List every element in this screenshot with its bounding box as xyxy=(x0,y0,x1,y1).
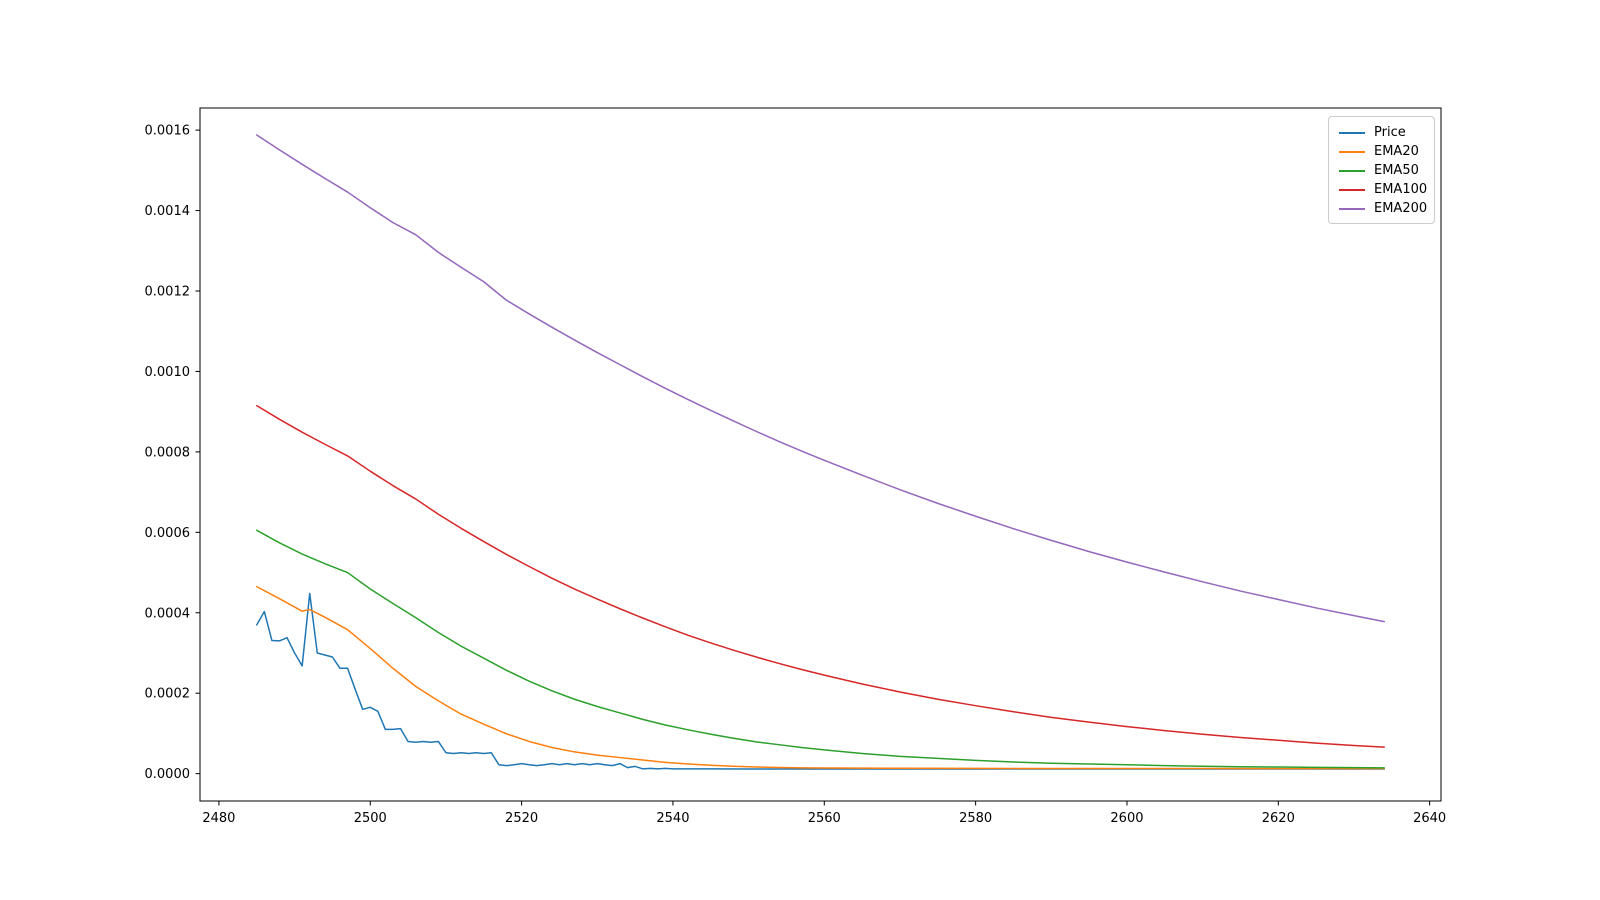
x-tick-label: 2600 xyxy=(1110,811,1143,826)
series-line-ema100 xyxy=(256,404,1385,748)
legend-item-ema100: EMA100 xyxy=(1339,180,1428,199)
legend-label: EMA100 xyxy=(1374,182,1428,197)
x-tick-label: 2540 xyxy=(656,811,689,826)
y-tick-label: 0.0016 xyxy=(145,124,191,139)
x-tick-label: 2480 xyxy=(202,811,235,826)
legend-line-swatch xyxy=(1339,169,1365,172)
x-tick-label: 2500 xyxy=(354,811,387,826)
y-tick-label: 0.0006 xyxy=(145,526,191,541)
x-tick-label: 2620 xyxy=(1262,811,1295,826)
y-tick-label: 0.0008 xyxy=(145,445,191,460)
y-tick-label: 0.0010 xyxy=(145,365,191,380)
legend-line-swatch xyxy=(1339,207,1365,210)
y-tick-label: 0.0014 xyxy=(145,204,191,219)
plot-area xyxy=(200,108,1441,801)
series-line-price xyxy=(256,592,1385,770)
legend-label: EMA20 xyxy=(1374,144,1419,159)
legend-line-swatch xyxy=(1339,188,1365,191)
axes-spines xyxy=(199,107,1442,802)
series-group xyxy=(256,134,1385,770)
legend-label: EMA50 xyxy=(1374,163,1419,178)
legend-item-price: Price xyxy=(1339,123,1424,142)
series-line-ema20 xyxy=(256,585,1385,770)
series-line-ema50 xyxy=(256,529,1385,769)
legend-item-ema200: EMA200 xyxy=(1339,199,1428,218)
y-tick-label: 0.0000 xyxy=(145,767,191,782)
x-tick-label: 2560 xyxy=(808,811,841,826)
y-tick-label: 0.0012 xyxy=(145,285,191,300)
y-tick-label: 0.0004 xyxy=(145,606,191,621)
legend-item-ema20: EMA20 xyxy=(1339,142,1424,161)
y-tick-label: 0.0002 xyxy=(145,687,191,702)
x-tick-label: 2640 xyxy=(1413,811,1446,826)
legend: Price EMA20 EMA50 EMA100 EMA200 xyxy=(1328,116,1435,224)
legend-line-swatch xyxy=(1339,150,1365,153)
legend-item-ema50: EMA50 xyxy=(1339,161,1424,180)
x-tick-label: 2520 xyxy=(505,811,538,826)
legend-label: Price xyxy=(1374,125,1406,140)
series-line-ema200 xyxy=(256,134,1385,623)
x-tick-label: 2580 xyxy=(959,811,992,826)
legend-label: EMA200 xyxy=(1374,201,1428,216)
legend-line-swatch xyxy=(1339,131,1365,134)
